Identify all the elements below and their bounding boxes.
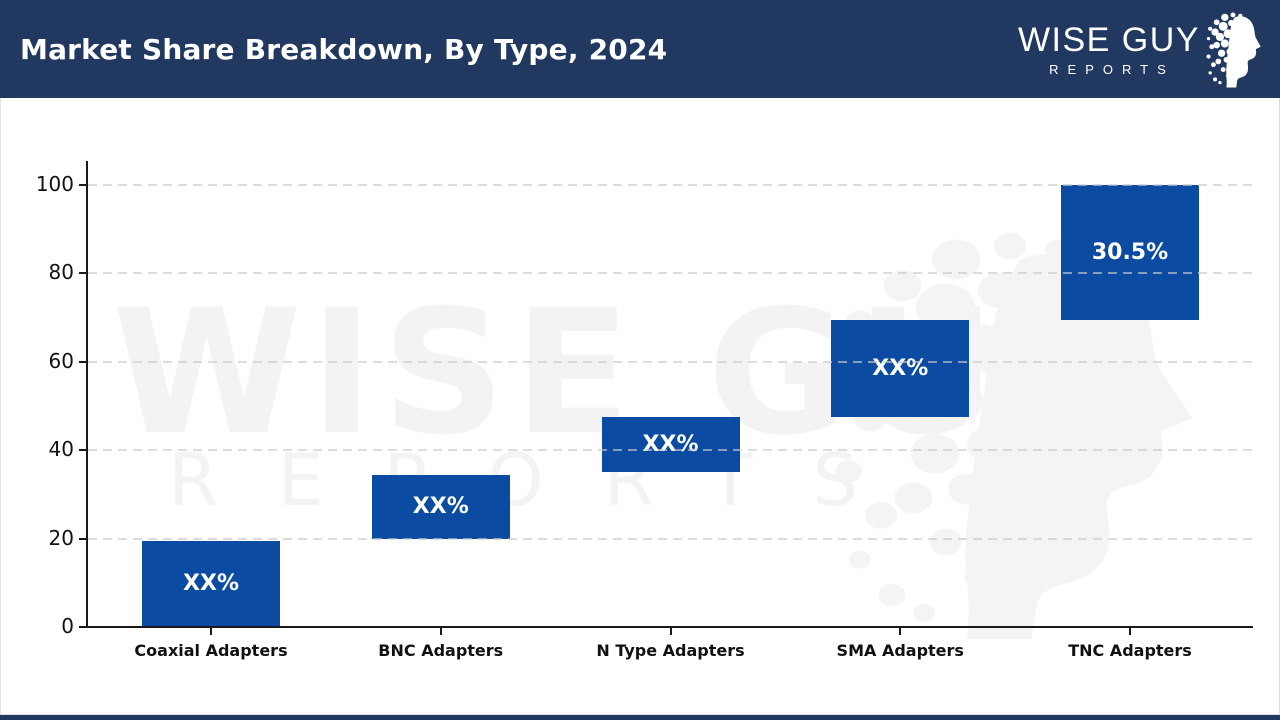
page-title: Market Share Breakdown, By Type, 2024 xyxy=(20,32,668,66)
footer-accent-bar xyxy=(0,715,1280,720)
y-tick-label: 100 xyxy=(35,172,74,196)
y-tick-label: 0 xyxy=(61,614,74,638)
y-tickmark xyxy=(79,272,87,275)
x-tickmark xyxy=(439,628,442,635)
bar: XX% xyxy=(601,417,740,473)
brand-logo-line2: REPORTS xyxy=(1049,61,1175,77)
gridline xyxy=(88,537,1253,540)
y-tickmark xyxy=(79,360,87,363)
bar-value-label: XX% xyxy=(412,494,469,520)
gridline xyxy=(88,272,1253,275)
bar-value-label: XX% xyxy=(183,571,239,597)
x-tick-label: N Type Adapters xyxy=(596,641,745,660)
x-axis-line xyxy=(86,626,1253,628)
bar-value-label: 30.5% xyxy=(1091,239,1169,265)
gridline xyxy=(88,360,1253,363)
brand-logo-text: WISE GUY REPORTS xyxy=(1017,21,1200,77)
bar-value-label: XX% xyxy=(642,432,699,458)
y-axis-line xyxy=(86,161,88,628)
y-tick-label: 20 xyxy=(48,525,74,550)
x-tickmark xyxy=(899,628,902,635)
y-tick-label: 40 xyxy=(48,437,74,462)
x-tickmark xyxy=(1129,628,1131,635)
y-tickmark xyxy=(79,537,87,540)
bar: XX% xyxy=(371,474,510,539)
brand-logo-line1: WISE GUY xyxy=(1017,21,1200,60)
header-banner: Market Share Breakdown, By Type, 2024 WI… xyxy=(0,0,1280,98)
brand-logo: WISE GUY REPORTS xyxy=(1018,6,1264,94)
bar: 30.5% xyxy=(1061,185,1199,320)
frame-border-left xyxy=(0,98,1,715)
y-tick-label: 60 xyxy=(48,348,74,373)
x-tickmark xyxy=(669,628,672,635)
x-tick-label: SMA Adapters xyxy=(836,641,964,660)
y-tickmark xyxy=(79,626,87,628)
y-tickmark xyxy=(79,184,87,186)
gridline xyxy=(88,449,1253,452)
y-tick-label: 80 xyxy=(48,260,74,285)
x-tickmark xyxy=(210,628,212,635)
x-tick-label: Coaxial Adapters xyxy=(134,641,288,660)
watermark-text-sub: REPORTS xyxy=(168,438,919,522)
y-tickmark xyxy=(79,449,87,452)
bar: XX% xyxy=(831,319,970,418)
footer-hairline xyxy=(0,714,1280,715)
dotted-head-profile-icon xyxy=(1206,12,1261,88)
x-tick-label: BNC Adapters xyxy=(378,641,504,660)
bar-value-label: XX% xyxy=(872,355,929,381)
x-tick-label: TNC Adapters xyxy=(1068,641,1192,660)
gridline xyxy=(88,184,1253,186)
bar: XX% xyxy=(142,540,280,627)
